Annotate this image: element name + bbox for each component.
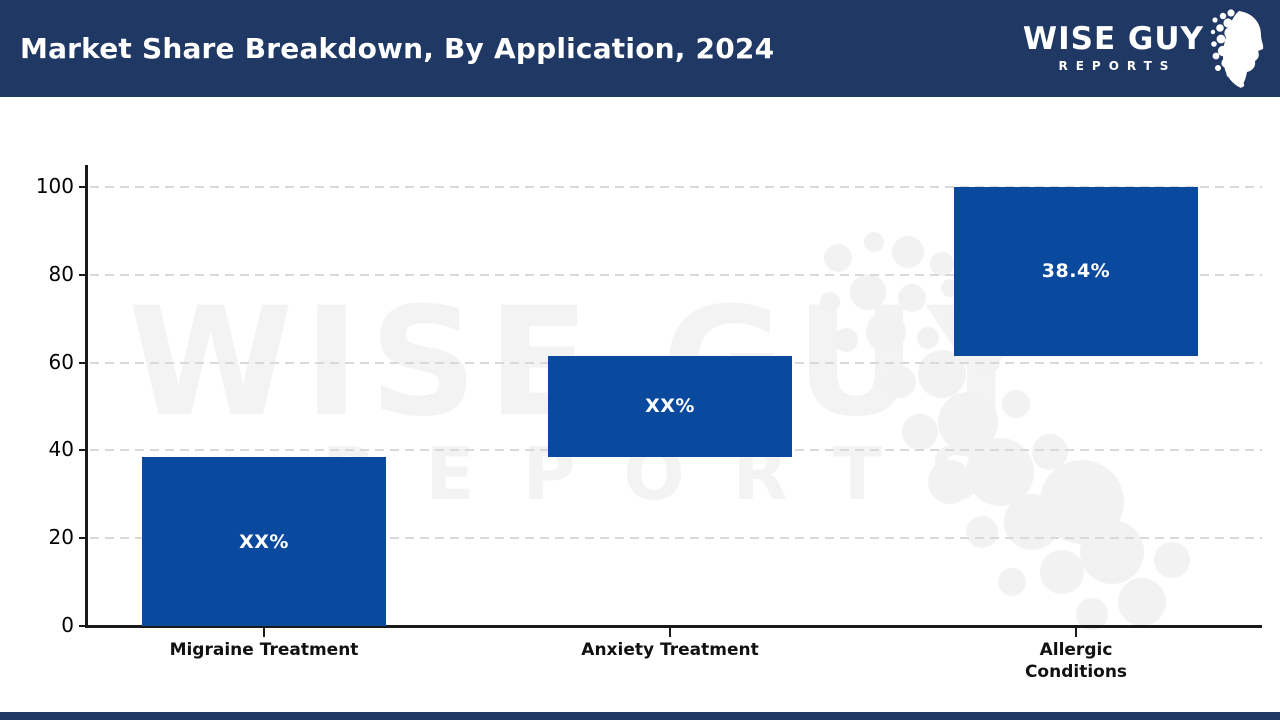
y-tick-label-0: 0 [61, 613, 74, 637]
x-tick-1 [669, 628, 671, 637]
bar-value-label: 38.4% [1041, 260, 1111, 283]
x-tick-0 [263, 628, 265, 637]
brand-logo: WISE GUY REPORTS [1023, 8, 1266, 90]
y-tick-40 [79, 449, 88, 452]
chart-title: Market Share Breakdown, By Application, … [20, 32, 775, 65]
x-axis-label: Anxiety Treatment [581, 640, 759, 660]
bar-migraine-treatment: XX% [142, 457, 386, 626]
y-axis-line [85, 165, 88, 628]
gridline-20 [90, 537, 1262, 540]
brand-name: WISE GUY [1022, 21, 1204, 57]
y-tick-label-80: 80 [48, 261, 74, 286]
y-tick-60 [79, 361, 88, 364]
brand-subtitle: REPORTS [1058, 59, 1177, 73]
x-axis-line [85, 625, 1262, 628]
y-tick-label-100: 100 [35, 174, 74, 198]
gridline-80 [90, 273, 1262, 276]
bar-anxiety-treatment: XX% [548, 355, 792, 458]
y-tick-100 [79, 186, 88, 188]
x-axis-label: Migraine Treatment [169, 640, 359, 660]
x-axis-label: Allergic Conditions [1024, 640, 1128, 682]
y-tick-label-20: 20 [48, 525, 74, 550]
brand-face-icon [1210, 8, 1264, 88]
bar-value-label: XX% [239, 530, 289, 553]
bar-value-label: XX% [645, 395, 695, 418]
y-tick-80 [79, 273, 88, 276]
y-tick-label-60: 60 [48, 349, 74, 374]
y-tick-20 [79, 537, 88, 540]
bar-allergic-conditions: 38.4% [954, 187, 1198, 356]
gridline-100 [90, 186, 1262, 188]
footer-bar [0, 712, 1280, 720]
y-tick-label-40: 40 [48, 437, 74, 462]
y-tick-0 [79, 625, 88, 627]
brand-logo-text: WISE GUY REPORTS [1022, 21, 1204, 74]
x-tick-2 [1075, 628, 1077, 637]
header-bar: Market Share Breakdown, By Application, … [0, 0, 1280, 97]
